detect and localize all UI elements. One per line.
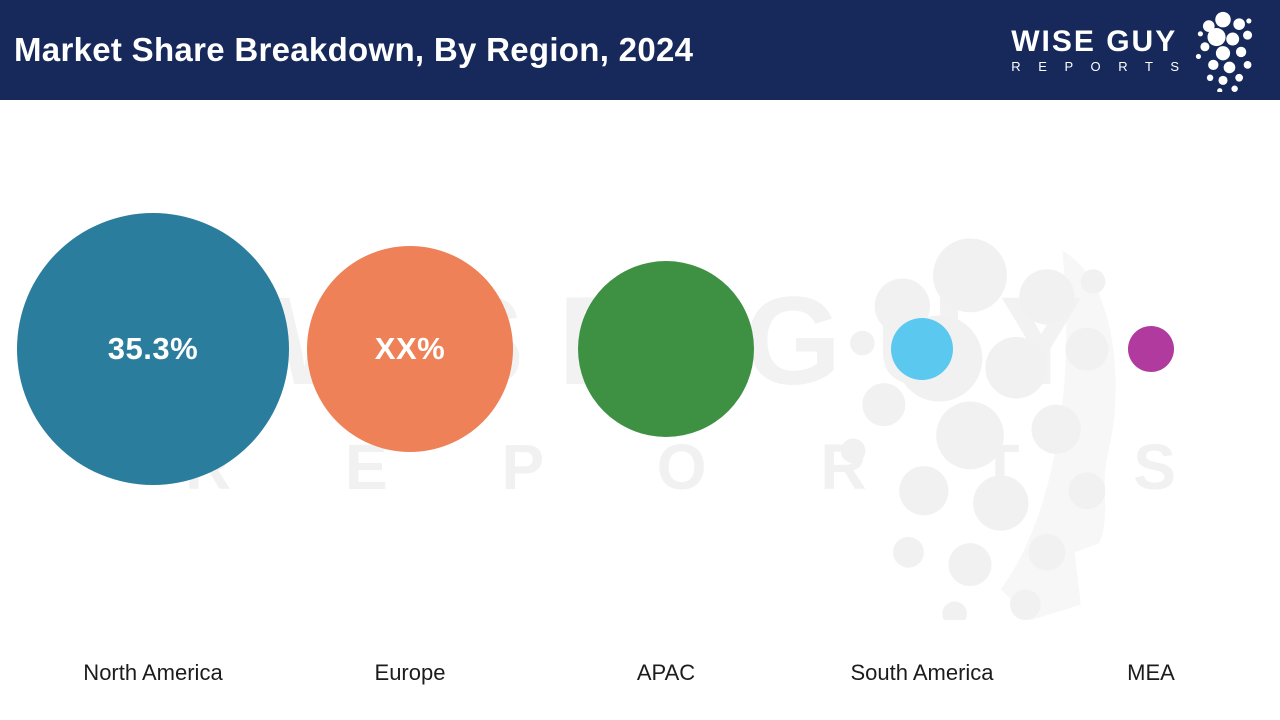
watermark-subtitle: R E P O R T S [185, 431, 1224, 503]
bubble-south-america [891, 318, 953, 380]
category-label-mea: MEA [1127, 660, 1175, 685]
bubble-apac [578, 261, 754, 437]
category-label-south-america: South America [850, 660, 994, 685]
chart-area: WISE GUY R E P O R T S 35.3% XX% North A… [0, 100, 1280, 720]
header-bar: Market Share Breakdown, By Region, 2024 … [0, 0, 1280, 100]
bubble-europe: XX% [307, 246, 513, 452]
logo-wordmark: WISE GUY [1011, 24, 1178, 58]
watermark-head-icon [760, 220, 1180, 627]
category-label-europe: Europe [374, 660, 446, 685]
logo-subtitle: R E P O R T S [1011, 59, 1186, 75]
category-label-north-america: North America [83, 660, 223, 685]
bubble-mea [1128, 326, 1174, 372]
dotted-head-icon [1190, 8, 1256, 92]
page-title: Market Share Breakdown, By Region, 2024 [14, 31, 694, 68]
logo-text: WISE GUY R E P O R T S [1011, 26, 1186, 74]
category-label-apac: APAC [636, 660, 696, 685]
bubble-value-europe: XX% [374, 331, 446, 366]
bubble-value-north-america: 35.3% [107, 331, 199, 366]
wiseguy-logo: WISE GUY R E P O R T S [1011, 8, 1256, 92]
bubble-north-america: 35.3% [17, 213, 289, 485]
